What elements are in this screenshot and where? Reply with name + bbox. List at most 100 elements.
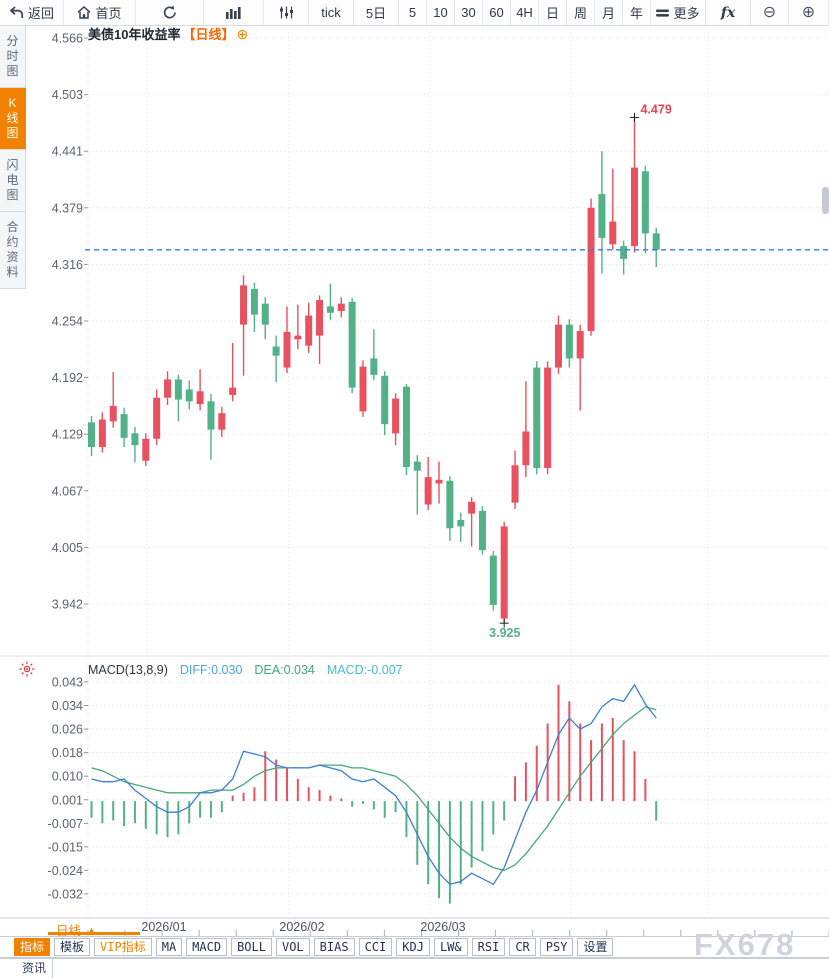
tab-settings[interactable]: 设置 <box>577 938 614 956</box>
toolbar-item-label: 年 <box>629 6 643 21</box>
more-button[interactable]: 更多 <box>651 0 706 25</box>
zoom-in-icon: ⊕ <box>801 3 816 21</box>
period-dropdown-label: 日线 <box>56 924 82 938</box>
back-button[interactable]: 返回 <box>0 0 64 25</box>
toolbar-item-label: 60 <box>489 5 504 20</box>
macd-diff-value: DIFF:0.030 <box>179 663 243 677</box>
period-5-button[interactable]: 5 <box>399 0 427 25</box>
toolbar-item-label: 4H <box>516 5 533 20</box>
tab-kdj[interactable]: KDJ <box>396 938 430 956</box>
tab-macd[interactable]: MACD <box>186 938 228 956</box>
period-tag: 【日线】 <box>182 27 235 42</box>
zoom-out-icon: ⊖ <box>762 3 777 21</box>
svg-text:4.005: 4.005 <box>52 541 83 555</box>
period-10-button[interactable]: 10 <box>427 0 455 25</box>
toolbar-item-label: 10 <box>433 5 448 20</box>
tab-cr[interactable]: CR <box>509 938 536 956</box>
svg-text:4.441: 4.441 <box>52 145 83 159</box>
period-year-button[interactable]: 年 <box>623 0 651 25</box>
indicator-settings-button[interactable] <box>264 0 309 25</box>
indicator-tab-bar: 指标 模板 VIP指标 MA MACD BOLL VOL BIAS CCI KDJ LW& RSI CR… <box>0 936 829 958</box>
tab-boll[interactable]: BOLL <box>231 938 272 956</box>
svg-text:4.316: 4.316 <box>52 258 83 272</box>
refresh-icon <box>162 5 178 20</box>
bar-chart-icon <box>225 6 242 19</box>
home-button[interactable]: 首页 <box>64 0 136 25</box>
sidebar-item-kline-chart[interactable]: K 线 图 <box>0 88 26 150</box>
tab-cci[interactable]: CCI <box>358 938 393 956</box>
back-arrow-icon <box>9 6 24 19</box>
chart-type-button[interactable] <box>204 0 264 25</box>
toolbar-item-label: 5日 <box>365 6 387 21</box>
fx-icon: fx <box>720 4 736 21</box>
period-day-button[interactable]: 日 <box>539 0 567 25</box>
svg-text:0.001: 0.001 <box>52 793 83 807</box>
tab-psy[interactable]: PSY <box>539 938 574 956</box>
home-icon <box>77 6 91 19</box>
expand-icon[interactable]: ⊕ <box>236 25 249 42</box>
bottom-news-bar: 资讯 <box>0 958 829 978</box>
period-dropdown-button[interactable]: 日线 ▲ <box>56 920 96 939</box>
svg-text:4.479: 4.479 <box>641 102 672 116</box>
svg-text:4.379: 4.379 <box>52 201 83 215</box>
chevron-up-icon: ▲ <box>87 924 96 935</box>
period-30-button[interactable]: 30 <box>455 0 483 25</box>
svg-text:4.067: 4.067 <box>52 484 83 498</box>
period-tab-underline <box>48 932 140 935</box>
svg-text:0.010: 0.010 <box>52 770 83 784</box>
refresh-button[interactable] <box>136 0 204 25</box>
period-60-button[interactable]: 60 <box>483 0 511 25</box>
toolbar-item-label: 首页 <box>95 6 122 21</box>
sidebar-item-lightning-chart[interactable]: 闪 电 图 <box>0 150 26 212</box>
toolbar-item-label: tick <box>321 5 341 20</box>
period-4h-button[interactable]: 4H <box>511 0 539 25</box>
period-week-button[interactable]: 周 <box>567 0 595 25</box>
tab-vol[interactable]: VOL <box>275 938 310 956</box>
tab-rsi[interactable]: RSI <box>471 938 506 956</box>
tab-bias[interactable]: BIAS <box>313 938 355 956</box>
svg-text:4.129: 4.129 <box>52 428 83 442</box>
top-toolbar: 返回 首页 tick 5日 5 10 30 60 4H 日周月年 更多 fx ⊖ ⊕ <box>0 0 829 26</box>
period-tick-button[interactable]: tick <box>309 0 354 25</box>
toolbar-item-label: 更多 <box>673 6 700 21</box>
instrument-name: 美债10年收益率 <box>88 27 181 42</box>
svg-text:0.026: 0.026 <box>52 723 83 737</box>
svg-text:4.192: 4.192 <box>52 371 83 385</box>
svg-text:3.925: 3.925 <box>489 626 520 640</box>
zoom-in-button[interactable]: ⊕ <box>789 0 829 25</box>
tab-news[interactable]: 资讯 <box>16 959 54 978</box>
sliders-icon <box>279 6 294 19</box>
svg-text:-0.007: -0.007 <box>48 817 83 831</box>
formula-button[interactable]: fx <box>706 0 751 25</box>
svg-text:-0.015: -0.015 <box>48 840 83 854</box>
zoom-out-button[interactable]: ⊖ <box>751 0 789 25</box>
menu-icon <box>656 8 670 18</box>
svg-text:0.018: 0.018 <box>52 746 83 760</box>
macd-header: MACD(13,8,9) DIFF:0.030 DEA:0.034 MACD:-… <box>88 663 403 677</box>
svg-text:0.034: 0.034 <box>52 699 83 713</box>
sidebar-item-contract-info[interactable]: 合 约 资 料 <box>0 212 26 289</box>
svg-text:2026/02: 2026/02 <box>279 920 324 934</box>
tab-lwr[interactable]: LW& <box>433 938 468 956</box>
macd-hist-value: MACD:-0.007 <box>326 663 403 677</box>
tab-vip-indicator[interactable]: VIP指标 <box>94 938 152 956</box>
tab-ma[interactable]: MA <box>155 938 183 956</box>
toolbar-item-label: 5 <box>408 5 417 20</box>
tab-indicator[interactable]: 指标 <box>14 938 51 956</box>
fx678-watermark: FX678 <box>694 927 796 962</box>
svg-text:0.043: 0.043 <box>52 676 83 690</box>
toolbar-item-label: 30 <box>461 5 476 20</box>
period-month-button[interactable]: 月 <box>595 0 623 25</box>
toolbar-item-label: 月 <box>601 6 615 21</box>
chart-title: 美债10年收益率 【日线】 ⊕ <box>88 24 248 43</box>
toolbar-item-label: 日 <box>545 6 559 21</box>
indicator-alert-icon[interactable] <box>19 661 35 682</box>
period-5d-button[interactable]: 5日 <box>354 0 399 25</box>
sidebar-item-time-chart[interactable]: 分 时 图 <box>0 26 26 88</box>
svg-text:4.566: 4.566 <box>52 32 83 46</box>
svg-text:2026/01: 2026/01 <box>141 920 186 934</box>
tab-template[interactable]: 模板 <box>54 938 91 956</box>
vertical-scrollbar-thumb[interactable] <box>822 187 829 214</box>
